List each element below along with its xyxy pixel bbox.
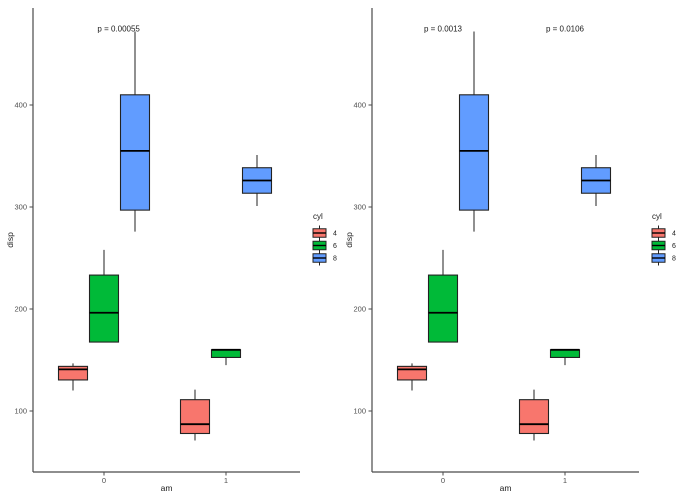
legend-label: 8 <box>333 256 337 263</box>
boxplot-am1-cyl4 <box>518 389 550 441</box>
iqr-box <box>119 94 151 211</box>
x-axis-title: am <box>500 483 512 493</box>
iqr-box <box>549 349 581 358</box>
legend-label: 6 <box>333 243 337 250</box>
y-tick-label: 400 <box>353 101 366 110</box>
iqr-box <box>210 349 242 358</box>
x-tick-label: 1 <box>563 476 567 485</box>
legend-entry-6: 6 <box>312 238 337 253</box>
boxplot-am1-cyl8 <box>580 154 612 206</box>
legend-title: cyl <box>313 212 323 221</box>
legend: cyl 4 6 8 <box>651 212 676 266</box>
boxplot-am0-cyl4 <box>57 363 89 391</box>
x-tick-label: 0 <box>102 476 106 485</box>
boxplot-am0-cyl8 <box>458 31 490 232</box>
y-axis-title: disp <box>5 232 15 248</box>
legend-label: 4 <box>672 231 676 238</box>
legend-label: 8 <box>672 256 676 263</box>
iqr-box <box>179 399 211 435</box>
y-tick-label: 200 <box>353 305 366 314</box>
boxplot-am1-cyl6 <box>210 348 242 366</box>
legend-label: 4 <box>333 231 337 238</box>
legend-entry-8: 8 <box>651 250 676 266</box>
boxplot-am1-cyl6 <box>549 348 581 366</box>
boxplot-am0-cyl4 <box>396 363 428 391</box>
pvalue-annotation: p = 0.00055 <box>97 25 140 34</box>
y-tick-label: 400 <box>14 101 27 110</box>
pvalue-annotation: p = 0.0106 <box>546 25 585 34</box>
pvalue-annotation: p = 0.0013 <box>424 25 463 34</box>
y-tick-label: 200 <box>14 305 27 314</box>
y-tick-label: 300 <box>353 203 366 212</box>
x-tick-label: 0 <box>441 476 445 485</box>
y-tick-label: 300 <box>14 203 27 212</box>
boxplot-panel-right: 100 200 300 400 0 1 disp am p = 0.0013 p = 0.0106… <box>344 8 676 493</box>
iqr-box <box>458 94 490 211</box>
x-tick-label: 1 <box>224 476 228 485</box>
y-tick-label: 100 <box>353 407 366 416</box>
legend-entry-8: 8 <box>312 250 337 266</box>
y-axis-title: disp <box>344 232 354 248</box>
legend-label: 6 <box>672 243 676 250</box>
y-tick-label: 100 <box>14 407 27 416</box>
legend: cyl 4 6 8 <box>312 212 337 266</box>
boxplot-am1-cyl8 <box>241 154 273 206</box>
legend-entry-6: 6 <box>651 238 676 253</box>
boxplot-am0-cyl6 <box>88 249 120 343</box>
x-axis-title: am <box>161 483 173 493</box>
boxplot-am1-cyl4 <box>179 389 211 441</box>
iqr-box <box>518 399 550 435</box>
boxplot-panel-left: 100 200 300 400 0 1 disp am p = 0.00055 cyl 4 6 8 <box>5 8 337 493</box>
iqr-box <box>396 365 428 381</box>
legend-entry-4: 4 <box>651 225 676 241</box>
boxplot-am0-cyl8 <box>119 31 151 232</box>
iqr-box <box>88 274 120 343</box>
legend-title: cyl <box>652 212 662 221</box>
boxplot-am0-cyl6 <box>427 249 459 343</box>
legend-entry-4: 4 <box>312 225 337 241</box>
iqr-box <box>57 365 89 381</box>
iqr-box <box>427 274 459 343</box>
